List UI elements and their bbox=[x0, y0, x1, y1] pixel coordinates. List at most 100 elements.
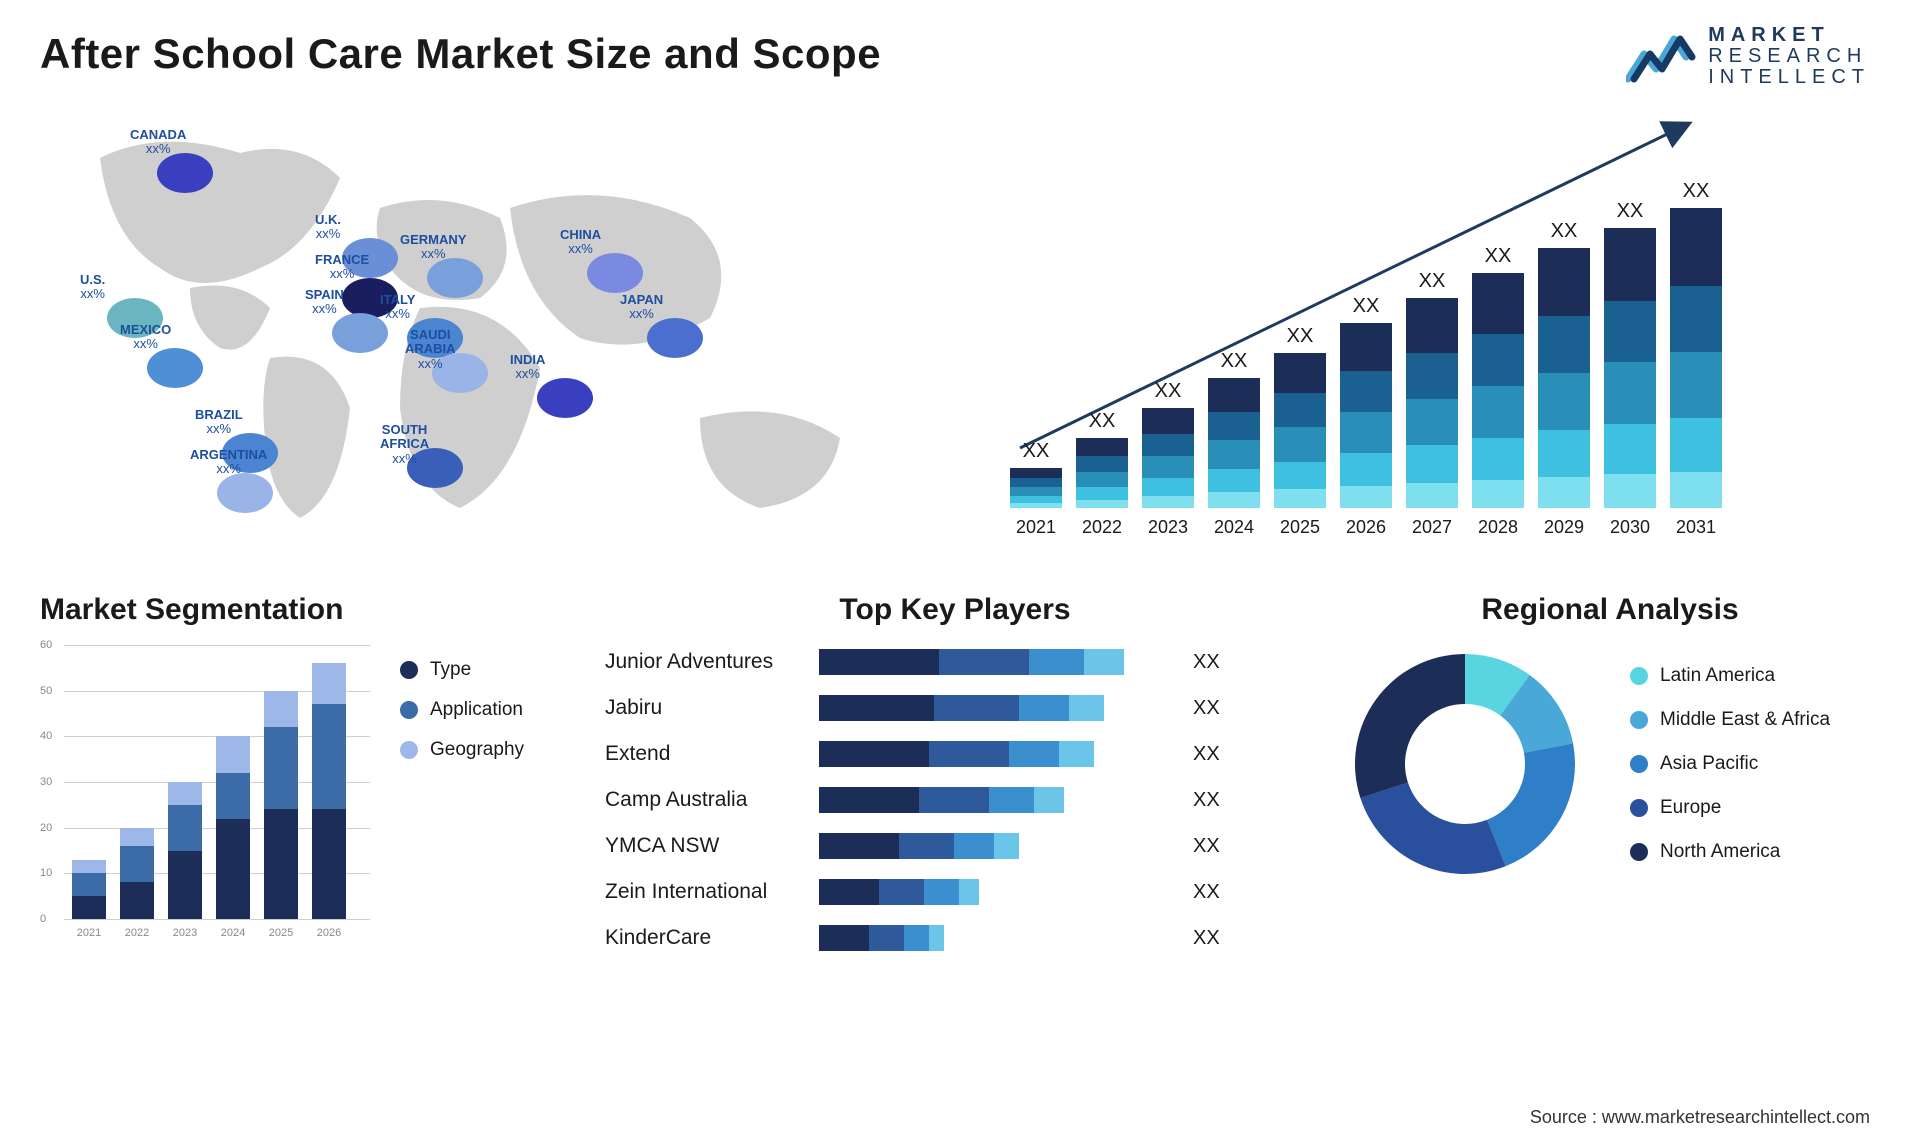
segmentation-bar-segment bbox=[168, 782, 202, 805]
regional-donut-chart bbox=[1340, 639, 1590, 889]
forecast-bar bbox=[1142, 408, 1194, 508]
map-country-label: CHINAxx% bbox=[560, 228, 601, 257]
forecast-value-label: XX bbox=[1604, 200, 1656, 223]
forecast-bar-segment bbox=[1670, 472, 1722, 508]
segmentation-title: Market Segmentation bbox=[40, 593, 570, 627]
segmentation-bar-segment bbox=[72, 873, 106, 896]
forecast-bar-segment bbox=[1010, 496, 1062, 503]
map-landmass bbox=[700, 411, 840, 508]
segmentation-bar-segment bbox=[168, 851, 202, 920]
player-name: Jabiru bbox=[605, 696, 805, 720]
player-name: Junior Adventures bbox=[605, 650, 805, 674]
player-bar-segment bbox=[819, 649, 939, 675]
player-bar-segment bbox=[1019, 695, 1069, 721]
world-map-panel: CANADAxx%U.S.xx%MEXICOxx%BRAZILxx%ARGENT… bbox=[40, 98, 980, 558]
forecast-bar-segment bbox=[1010, 487, 1062, 496]
donut-segment bbox=[1487, 743, 1575, 866]
forecast-bar-segment bbox=[1274, 353, 1326, 393]
forecast-bar-segment bbox=[1340, 371, 1392, 412]
player-bar bbox=[819, 833, 1179, 859]
forecast-value-label: XX bbox=[1406, 270, 1458, 293]
player-bar-segment bbox=[1029, 649, 1084, 675]
player-bar-segment bbox=[1084, 649, 1124, 675]
forecast-value-label: XX bbox=[1208, 350, 1260, 373]
player-value: XX bbox=[1193, 835, 1220, 858]
forecast-bar-segment bbox=[1604, 301, 1656, 363]
forecast-year-label: 2022 bbox=[1076, 517, 1128, 538]
forecast-bar-segment bbox=[1538, 373, 1590, 430]
forecast-bar-segment bbox=[1472, 334, 1524, 386]
legend-swatch-icon bbox=[400, 701, 418, 719]
player-bar bbox=[819, 925, 1179, 951]
player-bar-segment bbox=[819, 925, 869, 951]
player-bar-segment bbox=[959, 879, 979, 905]
map-landmass bbox=[100, 142, 340, 283]
forecast-bar-segment bbox=[1604, 228, 1656, 301]
player-bar-segment bbox=[989, 787, 1034, 813]
y-tick-label: 40 bbox=[40, 730, 52, 742]
forecast-bar-segment bbox=[1142, 408, 1194, 434]
legend-label: Europe bbox=[1660, 797, 1721, 819]
segmentation-bar-segment bbox=[216, 819, 250, 919]
player-row: YMCA NSWXX bbox=[605, 823, 1305, 869]
forecast-bar-segment bbox=[1142, 434, 1194, 456]
regional-title: Regional Analysis bbox=[1340, 593, 1880, 627]
player-bar-segment bbox=[919, 787, 989, 813]
forecast-bar-segment bbox=[1670, 286, 1722, 352]
forecast-bar-segment bbox=[1670, 208, 1722, 286]
forecast-value-label: XX bbox=[1076, 410, 1128, 433]
player-bar-segment bbox=[904, 925, 929, 951]
logo-text-1: MARKET bbox=[1708, 25, 1870, 46]
player-bar bbox=[819, 695, 1179, 721]
player-value: XX bbox=[1193, 651, 1220, 674]
regional-panel: Regional Analysis Latin AmericaMiddle Ea… bbox=[1340, 593, 1880, 1023]
forecast-bar-segment bbox=[1142, 456, 1194, 478]
forecast-year-label: 2028 bbox=[1472, 517, 1524, 538]
forecast-bar-segment bbox=[1076, 438, 1128, 456]
segmentation-bar-segment bbox=[264, 727, 298, 809]
forecast-bar bbox=[1604, 228, 1656, 508]
player-bar-segment bbox=[934, 695, 1019, 721]
forecast-bar-segment bbox=[1340, 412, 1392, 453]
forecast-bar-segment bbox=[1406, 353, 1458, 399]
forecast-year-label: 2031 bbox=[1670, 517, 1722, 538]
segmentation-bar bbox=[120, 828, 154, 919]
forecast-bar-segment bbox=[1670, 352, 1722, 418]
legend-label: Application bbox=[430, 699, 523, 721]
forecast-bar bbox=[1208, 378, 1260, 508]
legend-item: Application bbox=[400, 699, 524, 721]
forecast-bar-segment bbox=[1604, 424, 1656, 474]
legend-swatch-icon bbox=[400, 661, 418, 679]
regional-legend: Latin AmericaMiddle East & AfricaAsia Pa… bbox=[1630, 665, 1830, 863]
forecast-value-label: XX bbox=[1010, 440, 1062, 463]
player-bar-segment bbox=[899, 833, 954, 859]
map-country-shape bbox=[537, 378, 593, 418]
player-value: XX bbox=[1193, 743, 1220, 766]
key-players-title: Top Key Players bbox=[605, 593, 1305, 627]
player-name: KinderCare bbox=[605, 926, 805, 950]
segmentation-year-label: 2022 bbox=[120, 927, 154, 939]
legend-swatch-icon bbox=[400, 741, 418, 759]
forecast-bar bbox=[1472, 273, 1524, 508]
segmentation-bar-segment bbox=[120, 846, 154, 883]
player-bar-segment bbox=[1009, 741, 1059, 767]
map-country-shape bbox=[217, 473, 273, 513]
forecast-bar-segment bbox=[1472, 438, 1524, 480]
segmentation-year-label: 2021 bbox=[72, 927, 106, 939]
forecast-bar bbox=[1670, 208, 1722, 508]
forecast-value-label: XX bbox=[1538, 220, 1590, 243]
forecast-bar-segment bbox=[1472, 273, 1524, 334]
segmentation-panel: Market Segmentation 01020304050602021202… bbox=[40, 593, 570, 1023]
player-bar-segment bbox=[929, 741, 1009, 767]
forecast-year-label: 2023 bbox=[1142, 517, 1194, 538]
map-country-shape bbox=[647, 318, 703, 358]
map-country-label: INDIAxx% bbox=[510, 353, 545, 382]
forecast-bar-segment bbox=[1538, 477, 1590, 508]
player-bar bbox=[819, 879, 1179, 905]
segmentation-bar bbox=[216, 736, 250, 919]
legend-item: Middle East & Africa bbox=[1630, 709, 1830, 731]
player-bar-segment bbox=[819, 695, 934, 721]
player-bar-segment bbox=[929, 925, 944, 951]
segmentation-bar-segment bbox=[72, 896, 106, 919]
forecast-bar-segment bbox=[1076, 472, 1128, 487]
